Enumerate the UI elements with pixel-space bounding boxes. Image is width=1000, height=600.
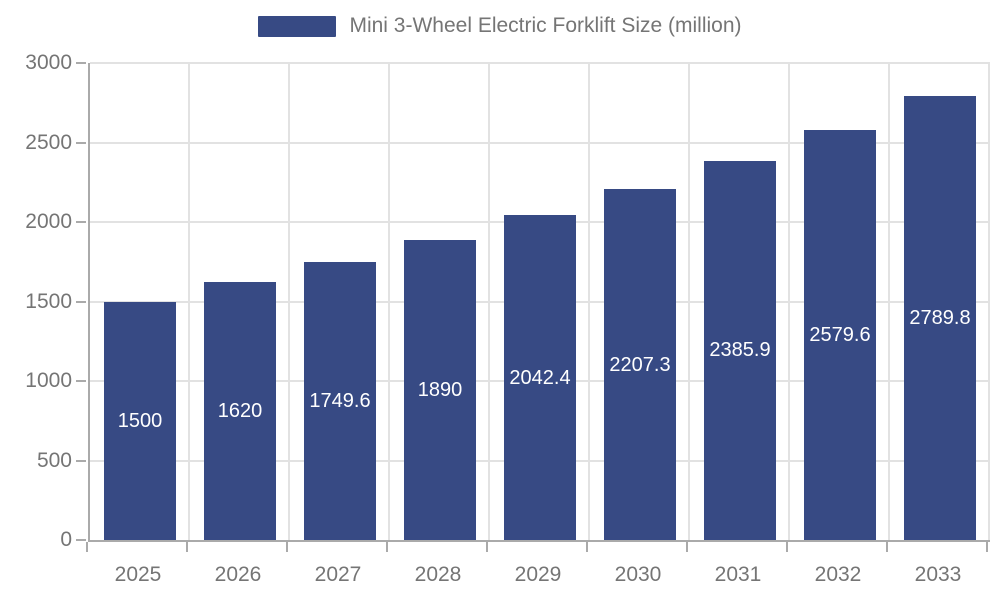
bar-value-label: 2207.3: [609, 353, 671, 376]
x-axis-tick: [86, 542, 88, 552]
bar-value-label: 1500: [117, 409, 163, 432]
y-axis-tick: [76, 141, 86, 144]
bar: [204, 282, 276, 540]
x-axis-tick: [886, 542, 888, 552]
x-axis-tick: [786, 542, 788, 552]
bar: [404, 239, 476, 540]
bar: [804, 129, 876, 540]
x-tick-label: 2025: [114, 563, 162, 586]
x-axis-tick: [286, 542, 288, 552]
bar-value-label: 2789.8: [909, 307, 971, 330]
y-axis-tick: [76, 62, 86, 64]
x-tick-label: 2033: [914, 563, 962, 586]
bar-value-label: 2579.6: [809, 323, 871, 346]
y-axis-tick: [76, 380, 86, 382]
x-tick-label: 2026: [214, 563, 262, 586]
gridline-v: [788, 63, 790, 540]
bar: [504, 215, 576, 540]
y-tick-label: 2000: [25, 210, 72, 233]
bar: [604, 189, 676, 540]
plot-area: 1500 1620 1749.6 1890 2042.4 2207.3 2385.9 2579…: [88, 62, 990, 542]
x-axis-tick: [186, 542, 188, 552]
gridline-v: [688, 63, 690, 540]
bar-value-label: 1749.6: [309, 389, 371, 412]
x-tick-label: 2027: [314, 563, 362, 586]
gridline-v: [188, 63, 190, 540]
bar: [704, 160, 776, 540]
bar: [904, 96, 976, 540]
y-tick-label: 1500: [25, 289, 72, 313]
bar-value-label: 1620: [217, 400, 263, 423]
bar-value-label: 2042.4: [509, 366, 571, 389]
gridline-h: [90, 62, 990, 64]
x-tick-label: 2031: [714, 563, 762, 586]
x-tick-label: 2032: [814, 563, 862, 586]
gridline-v: [588, 63, 590, 540]
x-tick-label: 2029: [514, 563, 562, 586]
y-axis-tick: [76, 459, 86, 462]
gridline-h: [90, 141, 990, 144]
gridline-v: [888, 63, 890, 540]
gridline-v: [488, 63, 490, 540]
x-axis-tick: [986, 542, 988, 552]
x-axis-tick: [486, 542, 488, 552]
x-axis-tick: [586, 542, 588, 552]
y-axis-tick: [76, 221, 86, 223]
y-axis-tick: [76, 300, 86, 303]
gridline-v: [288, 63, 290, 540]
bar-value-label: 1890: [417, 378, 463, 401]
y-tick-label: 2500: [25, 130, 72, 154]
x-tick-label: 2028: [414, 563, 462, 586]
y-tick-label: 3000: [25, 51, 72, 74]
y-tick-label: 500: [36, 448, 72, 472]
x-axis-tick: [686, 542, 688, 552]
gridline-v: [988, 63, 990, 540]
y-tick-label: 1000: [25, 369, 72, 392]
y-tick-label: 0: [60, 528, 72, 551]
y-axis-tick: [76, 539, 86, 541]
bar-value-label: 2385.9: [709, 339, 771, 362]
legend-swatch: [258, 15, 337, 37]
legend[interactable]: Mini 3-Wheel Electric Forklift Size (mil…: [0, 14, 1000, 38]
bar: [304, 261, 376, 540]
gridline-v: [388, 63, 390, 540]
x-tick-label: 2030: [614, 563, 662, 586]
bar: [104, 301, 176, 540]
legend-label: Mini 3-Wheel Electric Forklift Size (mil…: [349, 14, 742, 37]
x-axis-tick: [386, 542, 388, 552]
